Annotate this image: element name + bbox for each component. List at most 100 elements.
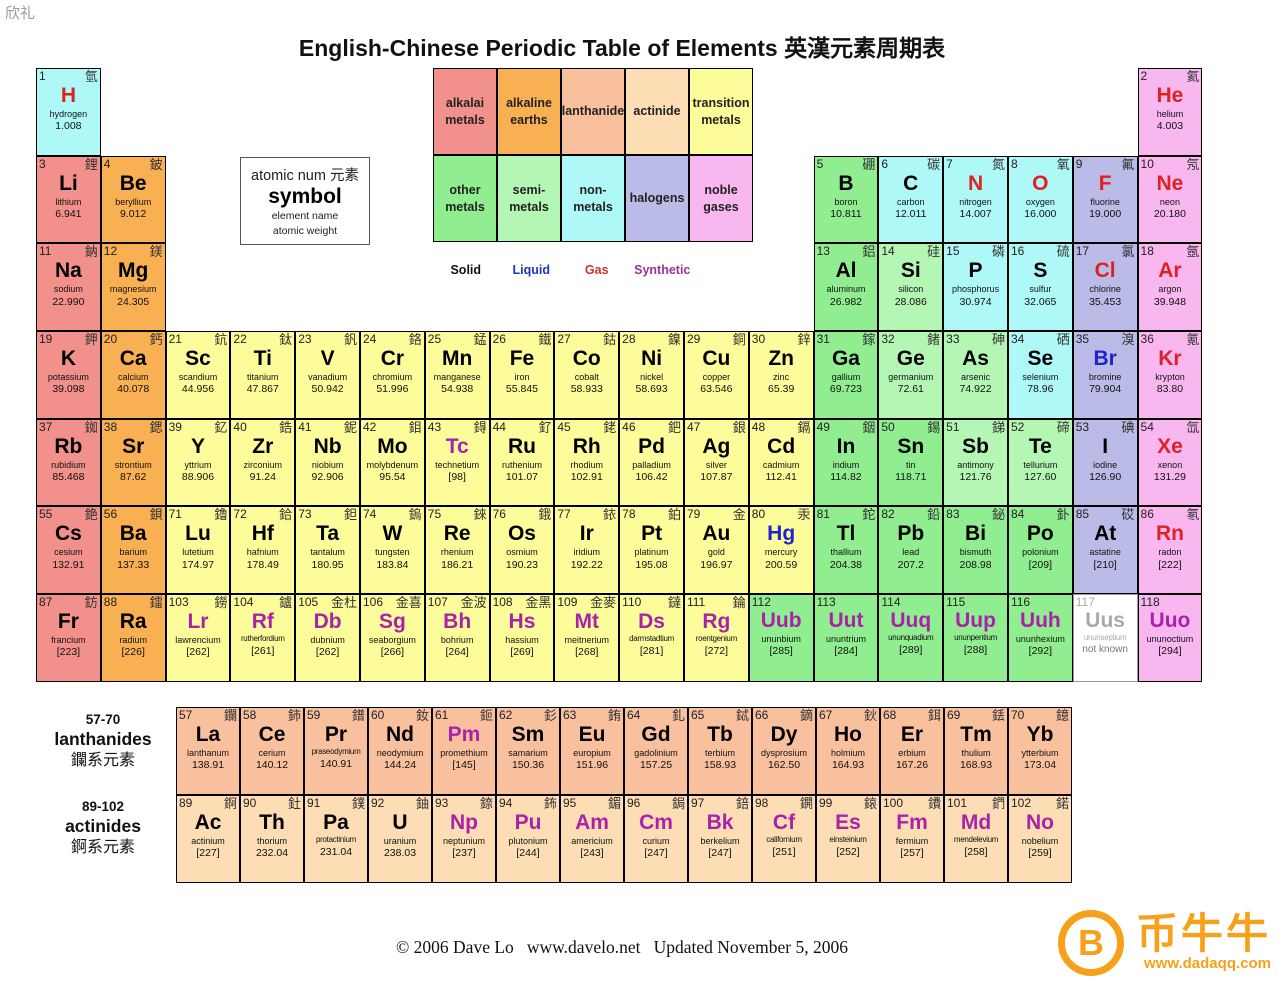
element-cell-header: 22 鈦 bbox=[233, 332, 293, 348]
element-symbol: Mt bbox=[574, 610, 600, 634]
element-cell-Sn: 50 錫 Sn tin 118.71 bbox=[878, 418, 944, 507]
element-cell-Th: 90 釷 Th thorium 232.04 bbox=[240, 795, 304, 883]
element-name: iridium bbox=[573, 547, 601, 558]
element-symbol: Cl bbox=[1094, 259, 1116, 283]
element-cell-Sc: 21 鈧 Sc scandium 44.956 bbox=[165, 331, 231, 419]
element-symbol: W bbox=[382, 522, 403, 546]
atomic-weight: [262] bbox=[186, 646, 210, 659]
element-cell-header: 24 鉻 bbox=[363, 332, 422, 348]
chinese-name: 氦 bbox=[1186, 69, 1200, 84]
element-cell-header: 112 bbox=[752, 595, 811, 610]
chinese-name: 鍶 bbox=[149, 419, 163, 435]
chinese-name: 金麥 bbox=[590, 595, 617, 611]
atomic-number: 17 bbox=[1075, 244, 1090, 259]
chinese-name: 鉿 bbox=[279, 507, 293, 523]
element-symbol: Fe bbox=[509, 347, 535, 370]
atomic-weight: 200.59 bbox=[765, 558, 798, 571]
atomic-number: 3 bbox=[39, 156, 46, 171]
atomic-number: 76 bbox=[492, 507, 506, 522]
element-symbol: Sn bbox=[897, 434, 925, 458]
element-symbol: Pm bbox=[447, 722, 481, 746]
element-symbol: B bbox=[838, 171, 854, 195]
element-symbol: Fr bbox=[57, 610, 79, 634]
element-name: platinum bbox=[634, 547, 669, 558]
element-cell-header: 14 硅 bbox=[881, 244, 940, 260]
chinese-name: 鋅 bbox=[797, 332, 811, 348]
element-cell-Pt: 78 鉑 Pt platinum 195.08 bbox=[619, 506, 684, 595]
atomic-weight: 95.54 bbox=[379, 470, 406, 483]
atomic-number: 42 bbox=[362, 419, 377, 434]
atomic-number: 41 bbox=[298, 419, 312, 434]
atomic-weight: 140.91 bbox=[319, 757, 353, 770]
element-cell-header: 66 鏑 bbox=[755, 708, 813, 724]
element-symbol: Al bbox=[835, 259, 857, 283]
atomic-number: 13 bbox=[816, 244, 830, 259]
element-cell-header: 64 釓 bbox=[627, 708, 685, 724]
chinese-name: 鐠 bbox=[351, 708, 365, 723]
element-cell-Xe: 54 氙 Xe xenon 131.29 bbox=[1137, 418, 1203, 507]
atomic-weight: 39.098 bbox=[52, 383, 85, 396]
atomic-number: 58 bbox=[243, 708, 257, 722]
element-cell-Rg: 111 錀 Rg roentgenium [272] bbox=[683, 594, 749, 682]
element-symbol: Ne bbox=[1156, 171, 1184, 195]
element-symbol: Na bbox=[54, 259, 82, 283]
element-name: scandium bbox=[178, 372, 218, 383]
atomic-weight: 151.96 bbox=[575, 759, 609, 772]
atomic-weight: 50.942 bbox=[311, 383, 344, 396]
element-cell-header: 10 氖 bbox=[1141, 157, 1200, 173]
atomic-weight: 150.36 bbox=[511, 759, 545, 772]
element-symbol: At bbox=[1094, 522, 1117, 546]
atomic-number: 45 bbox=[557, 419, 571, 434]
element-name: gadolinium bbox=[634, 747, 678, 758]
element-cell-header: 71 鑥 bbox=[169, 507, 228, 523]
element-name: xenon bbox=[1157, 459, 1183, 470]
element-name: palladium bbox=[632, 459, 671, 470]
atomic-weight: 158.93 bbox=[703, 759, 737, 772]
element-cell-Ra: 88 鐳 Ra radium [226] bbox=[100, 594, 166, 682]
key-element-name-label: element name bbox=[271, 210, 339, 223]
chinese-name: 金黑 bbox=[525, 595, 552, 611]
element-name: iron bbox=[514, 372, 530, 383]
element-symbol: Tb bbox=[707, 722, 733, 746]
atomic-number: 14 bbox=[881, 244, 895, 259]
state-key-solid: Solid bbox=[450, 263, 482, 277]
element-name: zinc bbox=[773, 372, 790, 383]
atomic-weight: 14.007 bbox=[959, 207, 992, 220]
element-name: arsenic bbox=[961, 372, 991, 383]
atomic-weight: 32.065 bbox=[1024, 295, 1057, 308]
atomic-weight: [292] bbox=[1028, 645, 1053, 658]
atomic-number: 8 bbox=[1010, 156, 1018, 171]
chinese-name: 鉈 bbox=[862, 507, 876, 523]
chinese-name: 鍺 bbox=[927, 332, 941, 348]
element-symbol: Ra bbox=[119, 610, 147, 634]
element-cell-Nd: 60 釹 Nd neodymium 144.24 bbox=[368, 707, 432, 795]
atomic-number: 2 bbox=[1140, 69, 1148, 83]
atomic-weight: 20.180 bbox=[1153, 207, 1186, 220]
atomic-number: 99 bbox=[819, 796, 833, 810]
element-cell-Tl: 81 鉈 Tl thallium 204.38 bbox=[813, 506, 879, 595]
element-name: tantalum bbox=[310, 547, 345, 558]
atomic-number: 37 bbox=[39, 419, 53, 434]
atomic-weight: 69.723 bbox=[829, 383, 863, 396]
chinese-name: 鎳 bbox=[667, 332, 681, 348]
chinese-name: 氧 bbox=[1056, 156, 1070, 172]
element-symbol: Ni bbox=[641, 347, 663, 370]
element-cell-header: 60 釹 bbox=[371, 708, 429, 724]
atomic-number: 15 bbox=[946, 244, 960, 259]
atomic-weight: 19.000 bbox=[1089, 207, 1122, 220]
element-cell-header: 52 碲 bbox=[1011, 420, 1070, 436]
element-cell-header: 85 砹 bbox=[1076, 507, 1135, 523]
chinese-name: 鈦 bbox=[279, 332, 293, 348]
element-name: thulium bbox=[961, 747, 991, 758]
atomic-weight: 107.87 bbox=[700, 470, 733, 483]
element-cell-header: 117 bbox=[1076, 595, 1135, 610]
element-symbol: Hf bbox=[251, 522, 274, 546]
chinese-name: 銫 bbox=[84, 507, 98, 523]
